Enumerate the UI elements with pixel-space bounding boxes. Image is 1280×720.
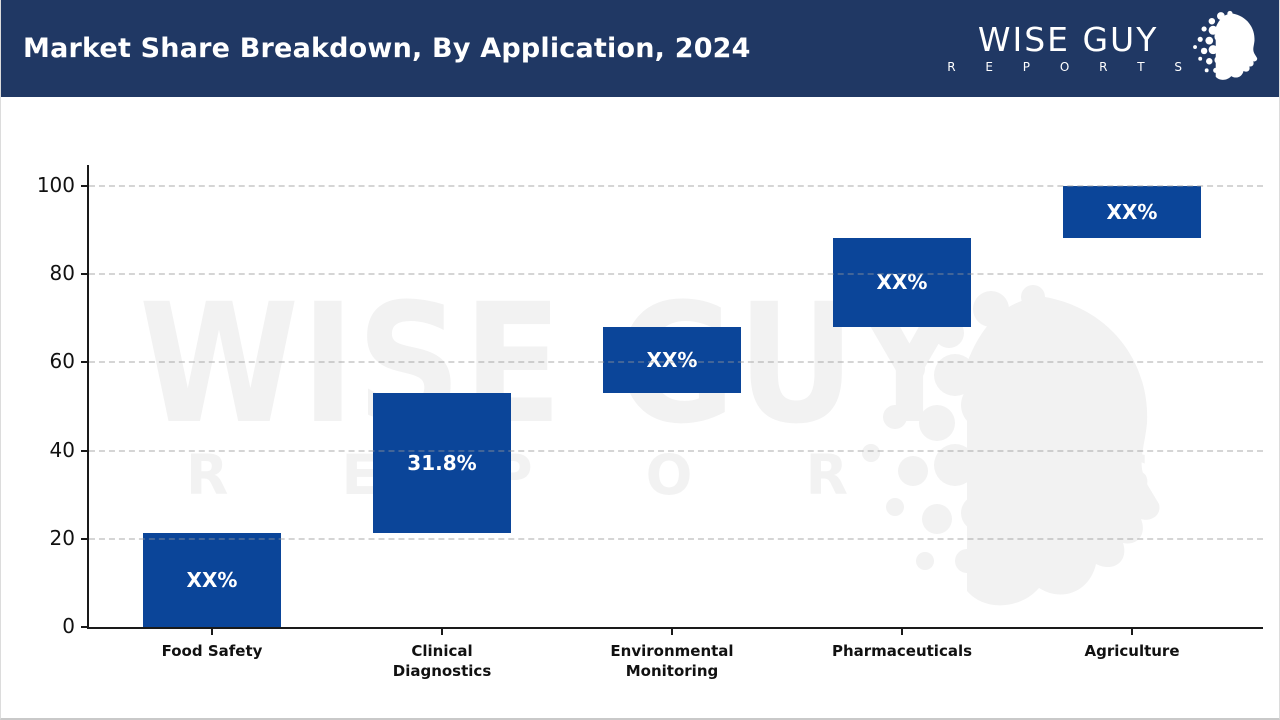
- bar-value-label: XX%: [1106, 200, 1158, 225]
- x-category-label: Pharmaceuticals: [831, 642, 973, 660]
- x-tick-1: [211, 627, 213, 635]
- gridline-20: [89, 537, 1263, 540]
- header-band: Market Share Breakdown, By Application, …: [1, 0, 1279, 97]
- bar-value-label: XX%: [186, 568, 238, 593]
- logo-wordmark: WISE GUY: [977, 19, 1159, 59]
- y-tick-label-60: 60: [49, 349, 75, 374]
- bar-food-safety: XX%: [143, 533, 281, 627]
- logo-subtitle: R E P O R T S: [947, 59, 1195, 74]
- x-axis-spine: [87, 627, 1263, 629]
- x-category-label: Food Safety: [161, 642, 263, 660]
- x-category-label: Clinical Diagnostics: [392, 642, 492, 680]
- x-category-label: Environmental Monitoring: [610, 642, 734, 680]
- x-tick-5: [1131, 627, 1133, 635]
- y-axis-spine: [87, 165, 89, 629]
- y-tick-60: [81, 361, 89, 364]
- bar-clinical-diagnostics: 31.8%: [373, 392, 511, 534]
- bar-environmental-monitoring: XX%: [603, 326, 741, 393]
- chart-title: Market Share Breakdown, By Application, …: [23, 33, 751, 64]
- gridline-40: [89, 449, 1263, 452]
- bar-value-label: 31.8%: [407, 450, 477, 475]
- bar-agriculture: XX%: [1063, 186, 1201, 239]
- y-tick-label-40: 40: [49, 437, 75, 462]
- x-tick-4: [901, 627, 903, 635]
- y-tick-80: [81, 273, 89, 276]
- gridline-100: [89, 185, 1263, 187]
- gridline-80: [89, 273, 1263, 276]
- logo-head-icon: [1193, 10, 1258, 80]
- watermark-head-icon: [862, 285, 1160, 606]
- wise-guy-logo: WISE GUY R E P O R T S: [941, 7, 1279, 91]
- watermark-wordmark: WISE GUY: [139, 268, 964, 460]
- y-tick-label-20: 20: [49, 525, 75, 550]
- logo-text: WISE GUY R E P O R T S: [941, 19, 1195, 75]
- y-tick-label-100: 100: [36, 173, 75, 197]
- y-tick-40: [81, 449, 89, 452]
- x-tick-2: [441, 627, 443, 635]
- y-tick-0: [81, 626, 89, 628]
- y-tick-20: [81, 537, 89, 540]
- gridline-60: [89, 361, 1263, 364]
- y-tick-label-0: 0: [62, 614, 75, 638]
- x-tick-3: [671, 627, 673, 635]
- y-tick-100: [81, 185, 89, 187]
- x-category-label: Agriculture: [1084, 642, 1180, 660]
- bar-pharmaceuticals: XX%: [833, 238, 971, 327]
- y-tick-label-80: 80: [49, 261, 75, 286]
- bar-value-label: XX%: [646, 347, 698, 372]
- bar-value-label: XX%: [876, 270, 928, 295]
